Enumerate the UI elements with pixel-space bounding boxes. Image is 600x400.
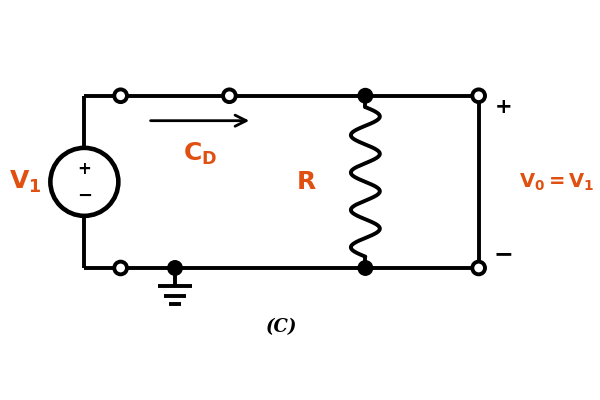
Text: (C): (C) <box>266 318 297 336</box>
Circle shape <box>114 90 127 102</box>
Circle shape <box>472 90 485 102</box>
Text: −: − <box>77 186 92 204</box>
Text: $\mathbf{V_1}$: $\mathbf{V_1}$ <box>9 169 41 195</box>
Text: $\mathbf{R}$: $\mathbf{R}$ <box>296 170 317 194</box>
Text: +: + <box>77 160 91 178</box>
Circle shape <box>114 262 127 274</box>
Text: $\mathbf{V_0 = V_1}$: $\mathbf{V_0 = V_1}$ <box>520 171 595 192</box>
Circle shape <box>358 88 373 103</box>
Text: −: − <box>494 242 514 266</box>
Text: +: + <box>495 97 512 117</box>
Circle shape <box>50 148 118 216</box>
Circle shape <box>223 90 236 102</box>
Circle shape <box>472 262 485 274</box>
Circle shape <box>168 261 182 275</box>
Text: $\mathbf{C_D}$: $\mathbf{C_D}$ <box>183 141 217 167</box>
Circle shape <box>358 261 373 275</box>
